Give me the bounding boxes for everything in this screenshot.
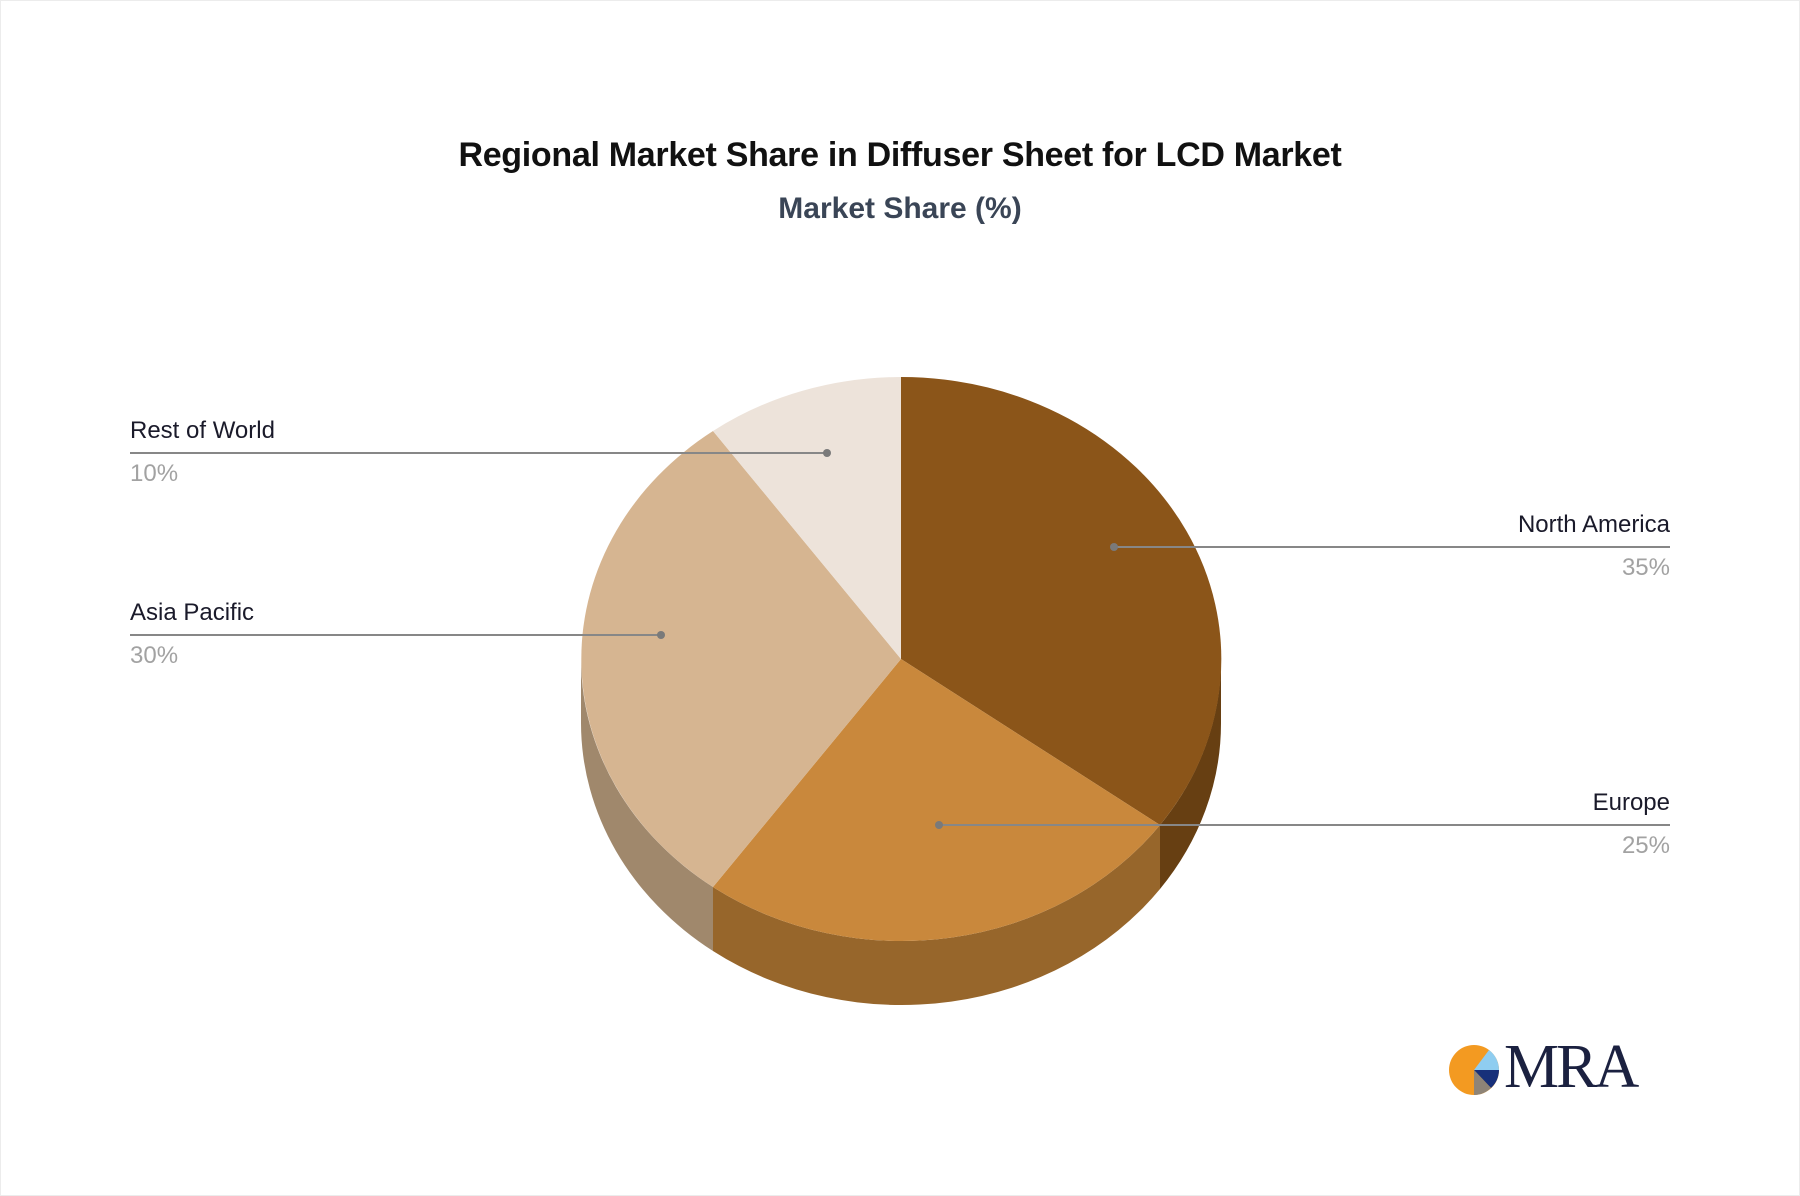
callout-dot-europe: [935, 821, 943, 829]
value-north-america: 35%: [1621, 554, 1670, 581]
pie-side-asia-pacific: [581, 659, 713, 951]
label-europe: Europe: [1592, 789, 1670, 816]
label-north-america: North America: [1517, 511, 1670, 538]
pie-slice-rest-of-world[interactable]: [713, 377, 901, 659]
label-rest-of-world: Rest of World: [130, 417, 275, 444]
pie-slice-europe[interactable]: [713, 659, 1160, 942]
chart-subtitle: Market Share (%): [778, 192, 1022, 225]
value-europe: 25%: [1621, 832, 1670, 859]
callout-dot-north-america: [1110, 543, 1118, 551]
logo-text: MRA: [1504, 1033, 1639, 1101]
chart-title: Regional Market Share in Diffuser Sheet …: [458, 136, 1342, 174]
pie-slice-north-america[interactable]: [901, 376, 1222, 825]
value-asia-pacific: 30%: [130, 642, 179, 669]
pie-side-north-america: [1160, 659, 1222, 889]
callout-dot-rest-of-world: [823, 449, 831, 457]
pie-side-europe: [713, 825, 1160, 1006]
callout-dot-asia-pacific: [657, 631, 665, 639]
mra-logo: MRA: [1448, 1036, 1648, 1100]
pie-slice-asia-pacific[interactable]: [581, 431, 901, 887]
pie-logo-icon: [1449, 1045, 1499, 1095]
label-asia-pacific: Asia Pacific: [130, 599, 255, 626]
value-rest-of-world: 10%: [130, 460, 179, 487]
